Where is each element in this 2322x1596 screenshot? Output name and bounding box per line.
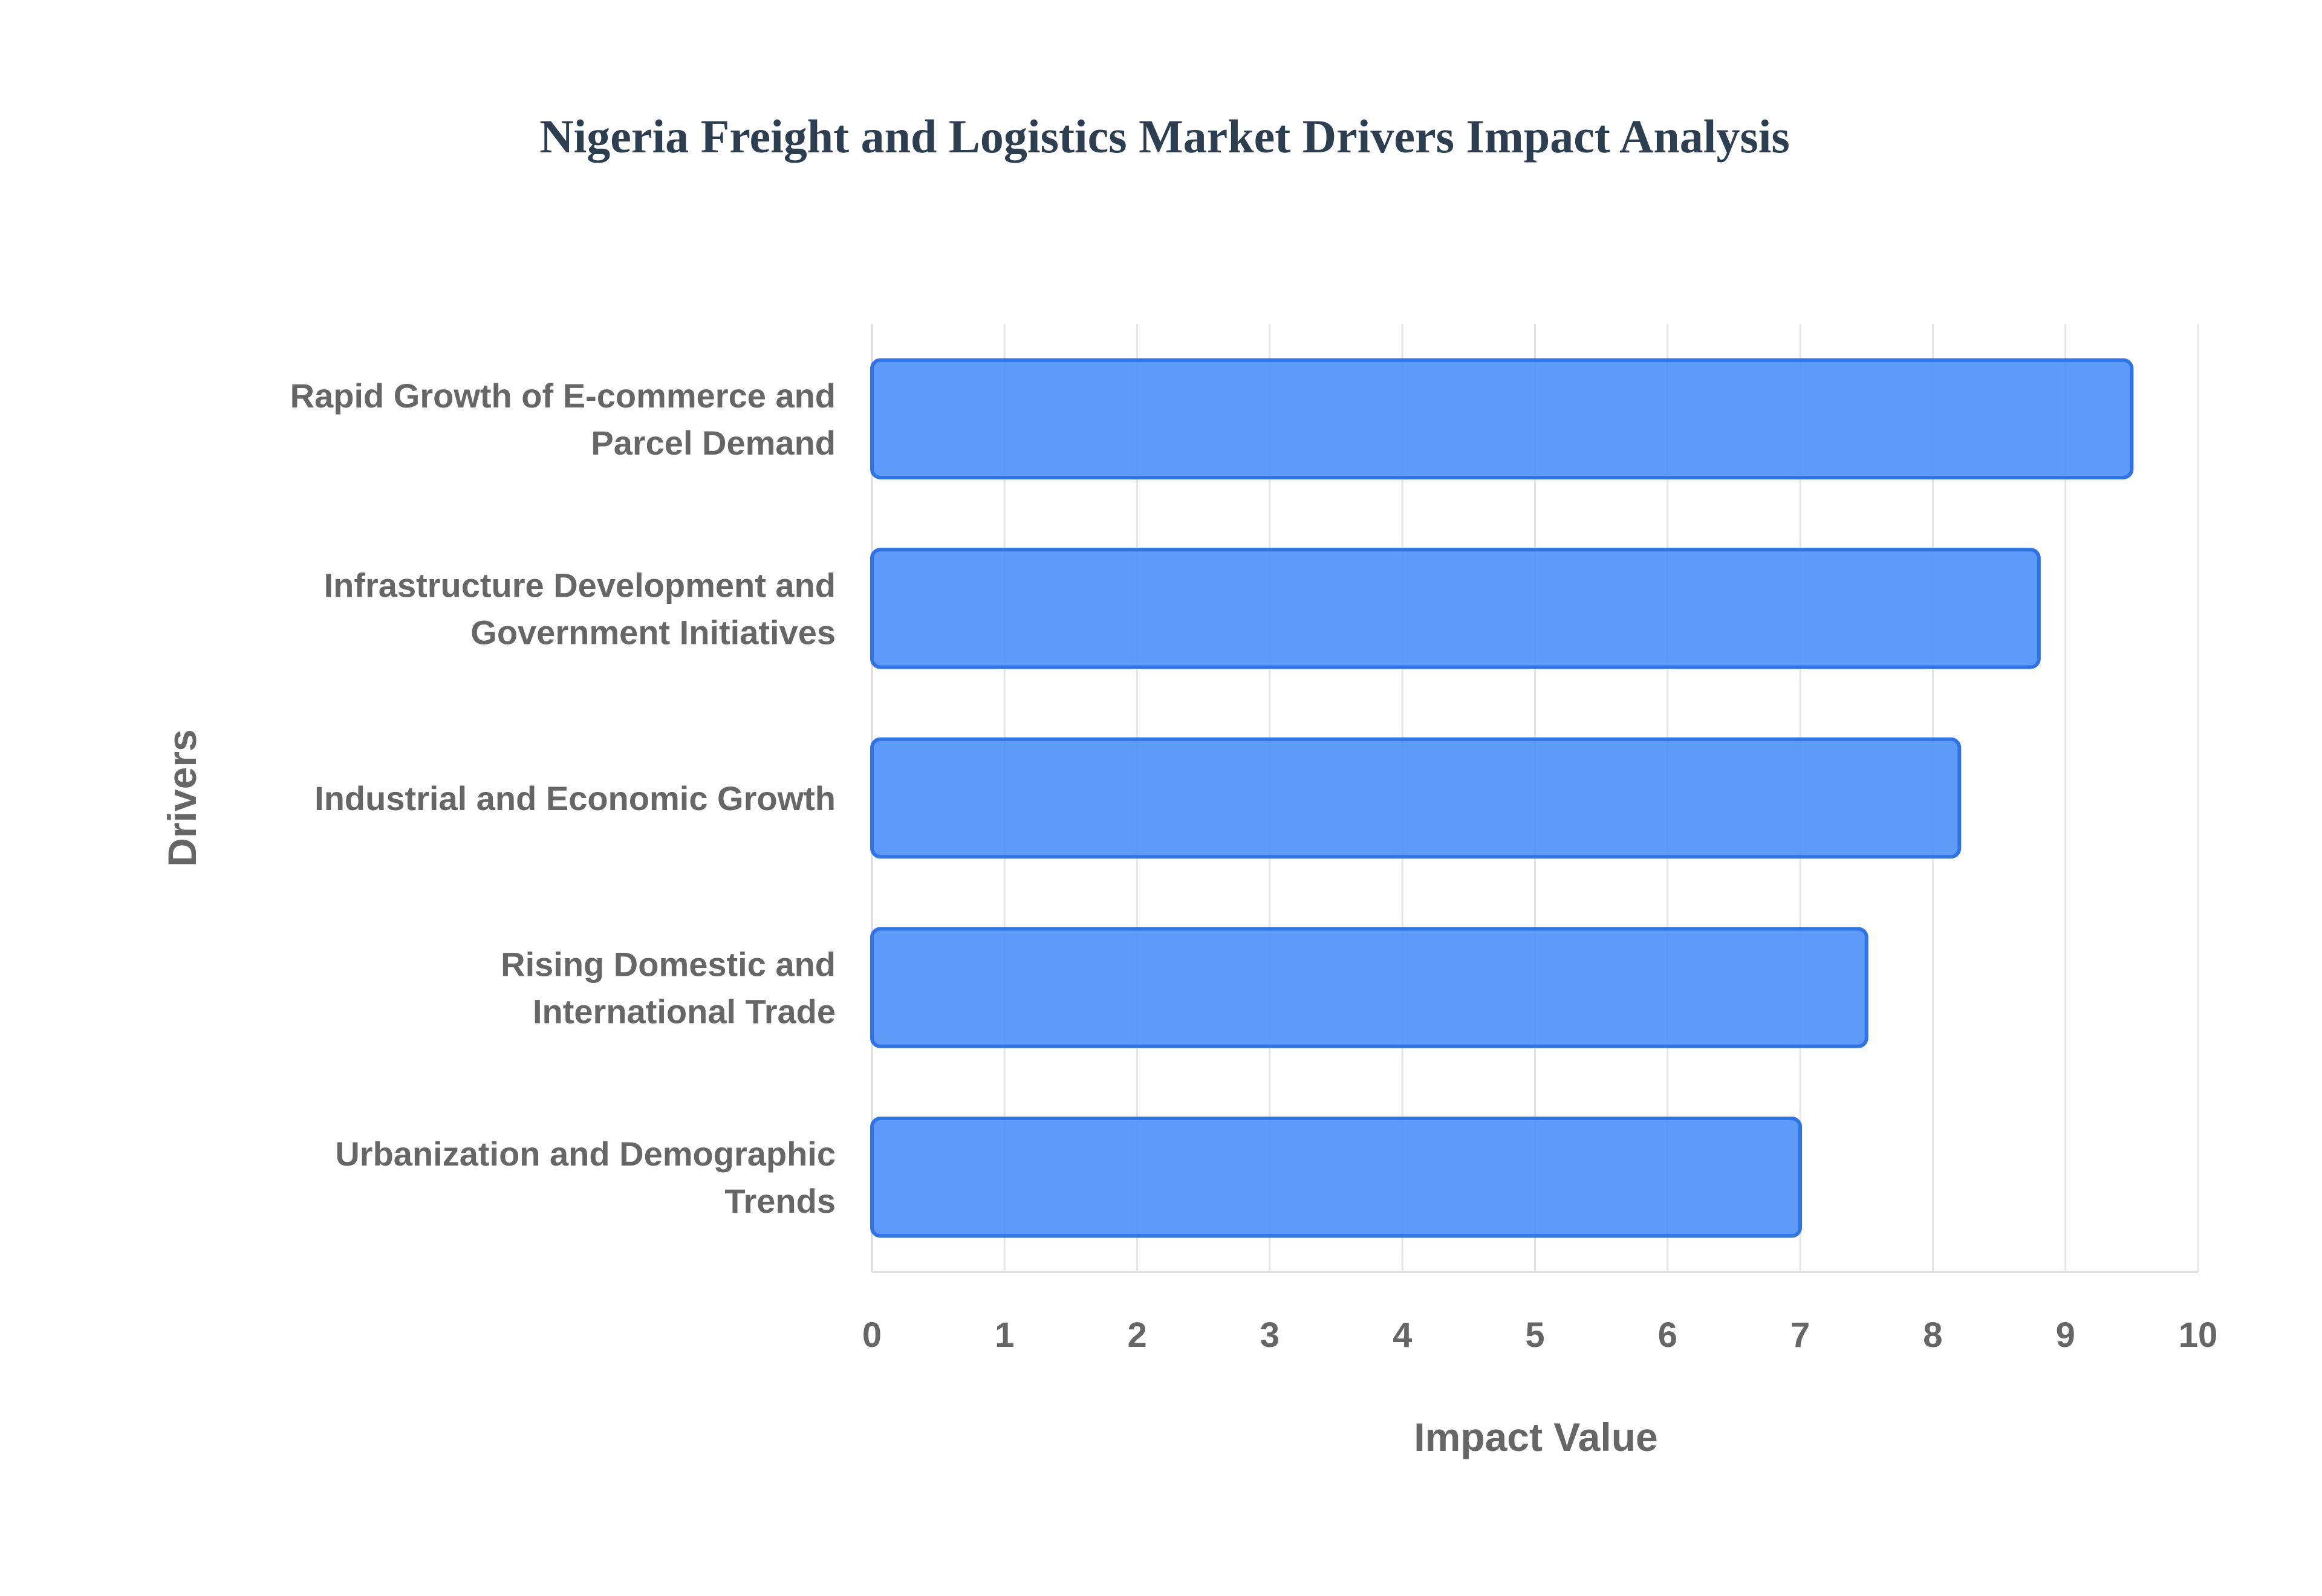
x-tick-label: 6 <box>1658 1315 1677 1355</box>
category-label-line: Industrial and Economic Growth <box>314 779 836 817</box>
bar[interactable] <box>870 548 2041 669</box>
x-tick-label: 5 <box>1525 1315 1544 1355</box>
category-label-line: Urbanization and Demographic <box>335 1135 836 1173</box>
category-label: Rapid Growth of E-commerce and Parcel Dem… <box>290 377 836 462</box>
x-tick-label: 0 <box>862 1315 882 1355</box>
category-label-line: Rapid Growth of E-commerce and <box>290 377 836 415</box>
bars <box>870 358 2134 1238</box>
category-label: Urbanization and Demographic Trends <box>335 1135 836 1220</box>
bar[interactable] <box>870 358 2134 480</box>
category-label: Industrial and Economic Growth <box>314 779 836 817</box>
category-label: Rising Domestic and International Trade <box>501 946 836 1031</box>
x-tick-label: 10 <box>2179 1315 2218 1355</box>
x-axis-title: Impact Value <box>1414 1415 1658 1459</box>
x-tick-label: 4 <box>1393 1315 1412 1355</box>
category-label: Infrastructure Development and Government… <box>324 566 836 651</box>
category-label-line: International Trade <box>533 993 836 1031</box>
y-axis-title: Drivers <box>160 729 204 867</box>
x-tick-label: 1 <box>995 1315 1014 1355</box>
category-label-line: Trends <box>724 1182 836 1220</box>
category-label-line: Rising Domestic and <box>501 946 836 984</box>
x-tick-label: 2 <box>1127 1315 1146 1355</box>
category-labels: Rapid Growth of E-commerce and Parcel Dem… <box>290 377 836 1220</box>
x-tick-label: 3 <box>1260 1315 1280 1355</box>
category-label-line: Infrastructure Development and <box>324 566 836 604</box>
x-tick-labels: 0 1 2 3 4 5 6 7 8 9 10 <box>862 1315 2217 1355</box>
x-tick-label: 8 <box>1923 1315 1942 1355</box>
category-label-line: Government Initiatives <box>470 613 836 651</box>
chart-title: Nigeria Freight and Logistics Market Dri… <box>539 110 1790 163</box>
bar[interactable] <box>870 1116 1803 1238</box>
bar[interactable] <box>870 927 1868 1048</box>
x-tick-label: 9 <box>2056 1315 2075 1355</box>
category-label-line: Parcel Demand <box>591 424 836 462</box>
x-tick-label: 7 <box>1790 1315 1810 1355</box>
bar[interactable] <box>870 737 1962 859</box>
